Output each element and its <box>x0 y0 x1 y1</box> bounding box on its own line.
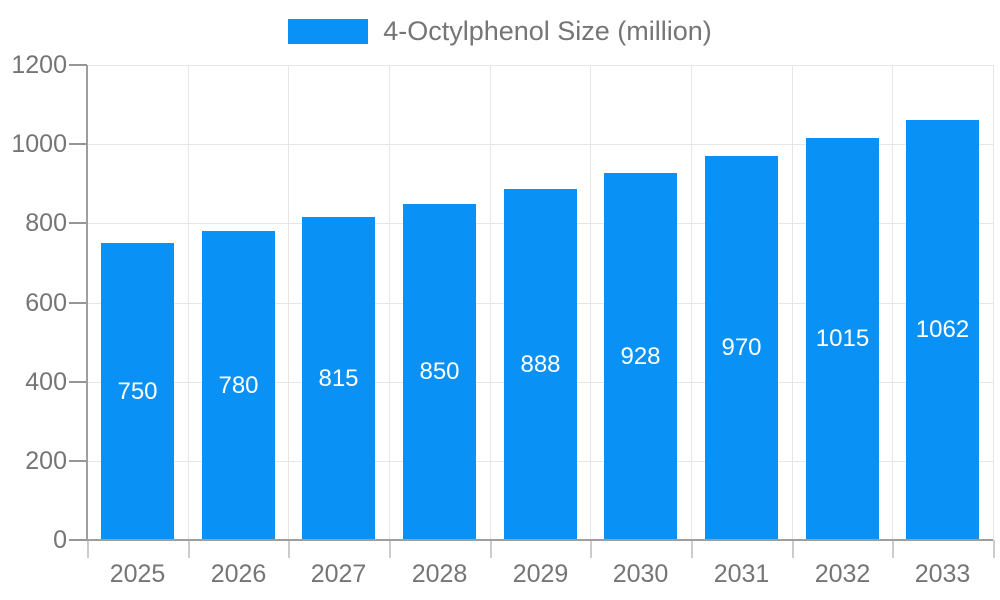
bar-value-label: 780 <box>218 371 259 399</box>
y-axis-tick <box>69 302 87 304</box>
bar[interactable]: 780 <box>202 231 275 540</box>
bar-value-label: 750 <box>117 377 158 405</box>
y-axis-tick <box>69 381 87 383</box>
bar-value-label: 928 <box>620 342 661 370</box>
x-axis-label: 2030 <box>612 560 669 588</box>
bar[interactable]: 970 <box>705 156 778 540</box>
y-axis-tick <box>69 143 87 145</box>
x-axis-label: 2026 <box>210 560 267 588</box>
bar[interactable]: 850 <box>403 204 476 540</box>
gridline-x <box>691 65 692 540</box>
y-axis-tick <box>69 460 87 462</box>
legend-swatch <box>288 18 369 44</box>
bar[interactable]: 1062 <box>906 120 979 540</box>
legend[interactable]: 4-Octylphenol Size (million) <box>0 15 1000 46</box>
x-axis-label: 2029 <box>512 560 569 588</box>
x-axis-tick <box>87 540 89 558</box>
x-axis-label: 2025 <box>109 560 166 588</box>
y-axis-label: 600 <box>25 289 67 317</box>
x-axis-tick <box>892 540 894 558</box>
bar[interactable]: 1015 <box>806 138 879 540</box>
bar-value-label: 1062 <box>915 316 970 343</box>
x-axis-line <box>87 539 993 541</box>
x-axis-tick <box>188 540 190 558</box>
bar[interactable]: 888 <box>504 189 577 541</box>
x-axis-tick <box>691 540 693 558</box>
gridline-x <box>892 65 893 540</box>
gridline-x <box>389 65 390 540</box>
gridline-y <box>87 65 993 66</box>
y-axis-label: 1000 <box>11 130 67 158</box>
bar[interactable]: 928 <box>604 173 677 540</box>
bar-value-label: 815 <box>318 364 359 392</box>
bar-value-label: 888 <box>520 351 561 378</box>
x-axis-tick <box>993 540 995 558</box>
y-axis-line <box>86 65 88 540</box>
y-axis-label: 800 <box>25 209 67 237</box>
x-axis-tick <box>389 540 391 558</box>
y-axis-label: 1200 <box>11 51 67 79</box>
x-axis-tick <box>288 540 290 558</box>
gridline-x <box>590 65 591 540</box>
y-axis-label: 0 <box>53 526 67 554</box>
bar-value-label: 970 <box>721 334 762 361</box>
gridline-x <box>490 65 491 540</box>
x-axis-label: 2027 <box>310 560 367 588</box>
x-axis-label: 2032 <box>814 560 871 588</box>
x-axis-label: 2031 <box>713 560 770 588</box>
y-axis-label: 400 <box>25 368 67 396</box>
bar[interactable]: 750 <box>101 243 174 540</box>
bar[interactable]: 815 <box>302 217 375 540</box>
y-axis-label: 200 <box>25 447 67 475</box>
x-axis-label: 2028 <box>411 560 468 588</box>
y-axis-tick <box>69 539 87 541</box>
bar-value-label: 1015 <box>815 325 870 352</box>
x-axis-tick <box>590 540 592 558</box>
bar-value-label: 850 <box>419 358 460 385</box>
gridline-x <box>188 65 189 540</box>
x-axis-label: 2033 <box>914 560 971 588</box>
y-axis-tick <box>69 222 87 224</box>
x-axis-tick <box>792 540 794 558</box>
gridline-y <box>87 144 993 145</box>
legend-label: 4-Octylphenol Size (million) <box>383 15 712 46</box>
gridline-x <box>993 65 994 540</box>
gridline-x <box>288 65 289 540</box>
x-axis-tick <box>490 540 492 558</box>
gridline-x <box>792 65 793 540</box>
y-axis-tick <box>69 64 87 66</box>
